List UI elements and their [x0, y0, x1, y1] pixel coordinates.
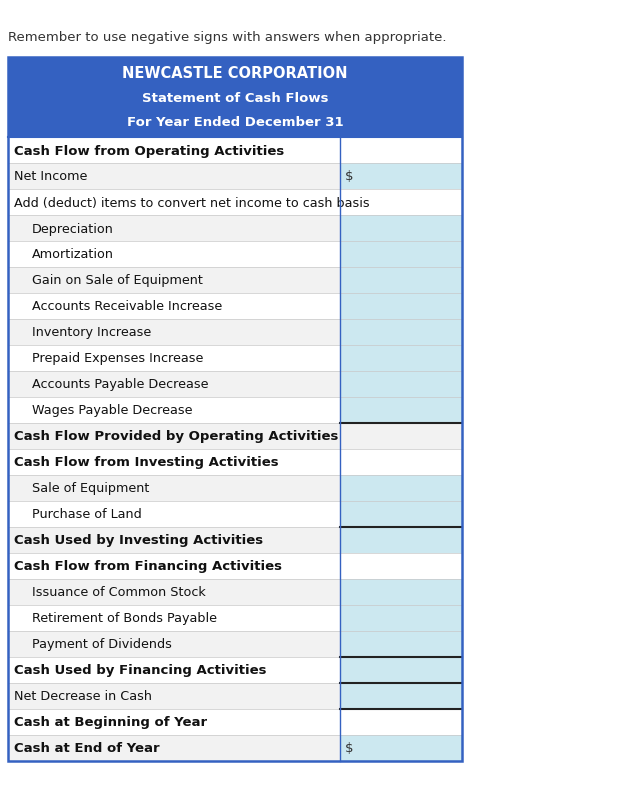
Bar — [340, 657, 462, 683]
Bar — [340, 528, 462, 553]
Bar — [8, 164, 462, 190]
Text: Purchase of Land: Purchase of Land — [32, 508, 142, 520]
Bar — [8, 138, 462, 164]
Bar — [340, 398, 462, 423]
Bar — [340, 294, 462, 320]
Text: Retirement of Bonds Payable: Retirement of Bonds Payable — [32, 612, 217, 625]
Bar — [8, 631, 462, 657]
Bar — [340, 320, 462, 346]
Text: Cash Used by Financing Activities: Cash Used by Financing Activities — [14, 664, 266, 677]
Bar — [8, 58, 462, 138]
Bar — [8, 371, 462, 398]
Text: Cash Flow from Investing Activities: Cash Flow from Investing Activities — [14, 456, 278, 469]
Text: $: $ — [345, 170, 354, 184]
Text: Cash Flow from Financing Activities: Cash Flow from Financing Activities — [14, 560, 282, 573]
Bar — [8, 553, 462, 579]
Bar — [8, 449, 462, 476]
Bar — [8, 606, 462, 631]
Bar — [340, 371, 462, 398]
Bar — [340, 216, 462, 241]
Text: Issuance of Common Stock: Issuance of Common Stock — [32, 585, 206, 599]
Text: Cash Flow from Operating Activities: Cash Flow from Operating Activities — [14, 144, 284, 157]
Bar — [8, 709, 462, 735]
Bar — [340, 164, 462, 190]
Bar — [340, 241, 462, 268]
Bar — [340, 476, 462, 501]
Bar — [340, 579, 462, 606]
Bar — [8, 190, 462, 216]
Bar — [8, 58, 462, 761]
Text: Cash Flow Provided by Operating Activities: Cash Flow Provided by Operating Activiti… — [14, 430, 339, 443]
Bar — [8, 268, 462, 294]
Text: Net Decrease in Cash: Net Decrease in Cash — [14, 690, 152, 703]
Text: NEWCASTLE CORPORATION: NEWCASTLE CORPORATION — [122, 67, 348, 81]
Bar — [340, 631, 462, 657]
Text: Add (deduct) items to convert net income to cash basis: Add (deduct) items to convert net income… — [14, 196, 370, 209]
Text: Payment of Dividends: Payment of Dividends — [32, 638, 172, 650]
Text: For Year Ended December 31: For Year Ended December 31 — [127, 115, 344, 128]
Bar — [340, 346, 462, 371]
Text: Depreciation: Depreciation — [32, 222, 114, 235]
Bar — [8, 320, 462, 346]
Bar — [8, 501, 462, 528]
Bar — [340, 268, 462, 294]
Bar — [8, 528, 462, 553]
Bar — [8, 423, 462, 449]
Bar — [8, 476, 462, 501]
Bar — [8, 657, 462, 683]
Text: Inventory Increase: Inventory Increase — [32, 326, 152, 339]
Text: Accounts Payable Decrease: Accounts Payable Decrease — [32, 378, 209, 391]
Text: Wages Payable Decrease: Wages Payable Decrease — [32, 404, 193, 417]
Bar — [340, 735, 462, 761]
Bar — [8, 216, 462, 241]
Bar — [8, 398, 462, 423]
Bar — [340, 501, 462, 528]
Text: Sale of Equipment: Sale of Equipment — [32, 482, 150, 495]
Text: $: $ — [345, 742, 354, 755]
Text: Amortization: Amortization — [32, 248, 114, 261]
Bar — [8, 579, 462, 606]
Text: Cash Used by Investing Activities: Cash Used by Investing Activities — [14, 534, 263, 547]
Text: Prepaid Expenses Increase: Prepaid Expenses Increase — [32, 352, 204, 365]
Bar — [340, 606, 462, 631]
Text: Remember to use negative signs with answers when appropriate.: Remember to use negative signs with answ… — [8, 30, 446, 43]
Bar — [8, 241, 462, 268]
Bar — [8, 346, 462, 371]
Text: Cash at End of Year: Cash at End of Year — [14, 742, 160, 755]
Text: Statement of Cash Flows: Statement of Cash Flows — [142, 91, 328, 104]
Bar — [340, 683, 462, 709]
Text: Gain on Sale of Equipment: Gain on Sale of Equipment — [32, 274, 203, 287]
Text: Cash at Beginning of Year: Cash at Beginning of Year — [14, 715, 207, 728]
Text: Accounts Receivable Increase: Accounts Receivable Increase — [32, 300, 223, 313]
Bar — [8, 294, 462, 320]
Bar — [8, 683, 462, 709]
Text: Net Income: Net Income — [14, 170, 87, 184]
Bar — [8, 735, 462, 761]
